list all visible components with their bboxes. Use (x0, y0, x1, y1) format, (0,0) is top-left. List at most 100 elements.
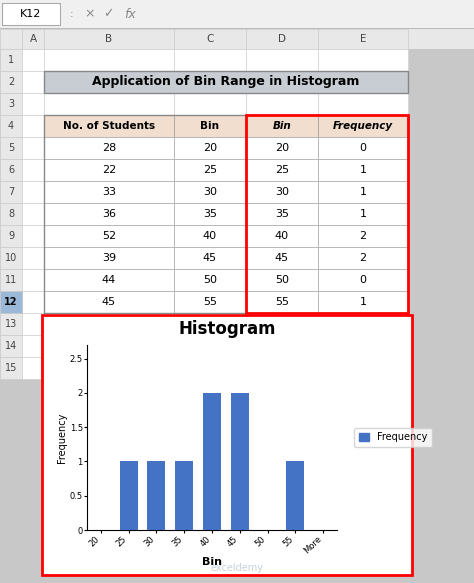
Bar (318, 159, 408, 181)
Text: 30: 30 (275, 187, 289, 197)
Text: 25: 25 (203, 165, 217, 175)
Bar (246, 181, 318, 203)
Text: 1: 1 (359, 165, 366, 175)
Bar (42, 315, 412, 575)
Bar (246, 115, 318, 137)
Bar (44, 247, 174, 269)
Bar (174, 159, 246, 181)
Text: ×: × (85, 8, 95, 20)
Text: 12: 12 (5, 297, 17, 307)
Bar (44, 225, 174, 247)
Text: 52: 52 (102, 231, 116, 241)
Bar (0, 225, 22, 247)
Bar (318, 291, 408, 313)
Text: Histogram: Histogram (178, 320, 276, 338)
Bar (246, 335, 318, 357)
Text: 9: 9 (8, 231, 14, 241)
Text: 28: 28 (102, 143, 116, 153)
Bar (246, 71, 318, 93)
Bar (174, 71, 246, 93)
Bar (0, 71, 22, 93)
Bar (318, 137, 408, 159)
Bar (318, 71, 408, 93)
Bar (44, 159, 174, 181)
Bar (2, 3, 60, 25)
Text: E: E (360, 34, 366, 44)
Bar (0, 335, 22, 357)
Bar (0, 29, 474, 49)
Bar (0, 269, 22, 291)
Legend: Frequency: Frequency (355, 428, 432, 447)
Bar (175, 462, 193, 530)
Bar (318, 49, 408, 71)
Text: 6: 6 (8, 165, 14, 175)
Bar (174, 269, 246, 291)
Bar (0, 93, 22, 115)
Bar (44, 137, 174, 159)
Bar (174, 181, 246, 203)
Bar (246, 225, 318, 247)
X-axis label: Bin: Bin (202, 557, 222, 567)
Text: 11: 11 (5, 275, 17, 285)
Bar (0, 203, 22, 225)
Bar (174, 203, 246, 225)
Bar (44, 313, 174, 335)
Bar (44, 225, 174, 247)
Bar (318, 269, 408, 291)
Bar (203, 393, 221, 530)
Bar (246, 115, 318, 137)
Bar (246, 291, 318, 313)
Bar (174, 137, 246, 159)
Bar (318, 313, 408, 335)
Bar (246, 357, 318, 379)
Text: 4: 4 (8, 121, 14, 131)
Bar (174, 115, 246, 137)
Bar (44, 291, 174, 313)
Bar (0, 181, 22, 203)
Bar (174, 137, 246, 159)
Text: 2: 2 (8, 77, 14, 87)
Bar (174, 49, 246, 71)
Bar (0, 159, 22, 181)
Text: 22: 22 (102, 165, 116, 175)
Bar (318, 93, 408, 115)
Text: 10: 10 (5, 253, 17, 263)
Bar (174, 291, 246, 313)
Bar (44, 71, 408, 93)
Bar (0, 29, 22, 49)
Bar (119, 462, 137, 530)
Bar (147, 462, 165, 530)
Text: 45: 45 (102, 297, 116, 307)
Bar (174, 247, 246, 269)
Bar (318, 115, 408, 137)
Bar (174, 313, 246, 335)
Bar (22, 291, 44, 313)
Y-axis label: Frequency: Frequency (57, 412, 67, 463)
Bar (44, 203, 174, 225)
Bar (44, 269, 174, 291)
Bar (44, 71, 174, 93)
Text: 8: 8 (8, 209, 14, 219)
Bar (174, 225, 246, 247)
Bar (246, 269, 318, 291)
Bar (22, 181, 44, 203)
Text: 35: 35 (203, 209, 217, 219)
Text: 20: 20 (275, 143, 289, 153)
Bar (0, 49, 22, 71)
Bar (44, 291, 174, 313)
Bar (318, 225, 408, 247)
Text: 50: 50 (275, 275, 289, 285)
Bar (0, 137, 22, 159)
Text: 55: 55 (275, 297, 289, 307)
Bar (44, 357, 174, 379)
Text: 7: 7 (8, 187, 14, 197)
Bar (44, 137, 174, 159)
Text: 20: 20 (203, 143, 217, 153)
Bar (0, 313, 22, 335)
Text: 45: 45 (203, 253, 217, 263)
Text: ✓: ✓ (103, 8, 113, 20)
Text: K12: K12 (20, 9, 42, 19)
Bar (0, 115, 22, 137)
Bar (246, 313, 318, 335)
Text: Frequency: Frequency (333, 121, 393, 131)
